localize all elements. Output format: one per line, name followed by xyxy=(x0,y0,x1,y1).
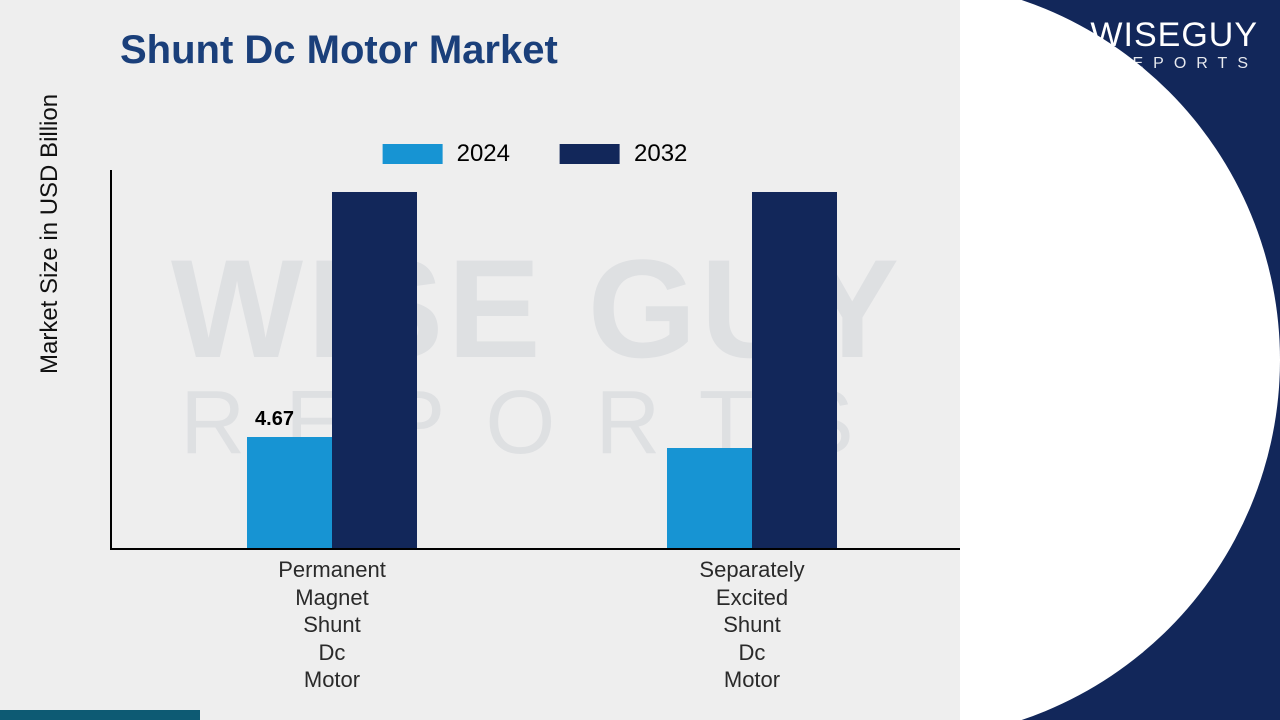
bar xyxy=(247,437,332,548)
legend-label: 2024 xyxy=(457,140,510,168)
legend-swatch xyxy=(560,144,620,164)
legend-label: 2032 xyxy=(634,140,687,168)
bar-group: 4.67PermanentMagnetShuntDcMotor xyxy=(232,192,432,548)
brand-line2: REPORTS xyxy=(1090,56,1258,72)
brand-word-2: GUY xyxy=(1181,16,1258,54)
bar-value-label: 4.67 xyxy=(255,408,294,431)
y-axis-label: Market Size in USD Billion xyxy=(36,94,64,374)
bar xyxy=(752,192,837,548)
chart-legend: 2024 2032 xyxy=(383,140,688,168)
brand-word-1: WISE xyxy=(1090,16,1181,54)
chart-area: 2024 2032 WISE GUY REPORTS 4.67PermanentM… xyxy=(110,140,960,680)
page-root: WISEGUY REPORTS Shunt Dc Motor Market Ma… xyxy=(0,0,1280,720)
legend-item: 2024 xyxy=(383,140,510,168)
brand-logo: WISEGUY REPORTS xyxy=(1090,18,1258,72)
bar xyxy=(667,448,752,548)
bar xyxy=(332,192,417,548)
chart-plot: WISE GUY REPORTS 4.67PermanentMagnetShun… xyxy=(110,170,960,550)
right-brand-panel: WISEGUY REPORTS xyxy=(960,0,1280,720)
bottom-accent-bar xyxy=(0,710,200,720)
x-axis-category-label: SeparatelyExcitedShuntDcMotor xyxy=(672,556,832,694)
page-title: Shunt Dc Motor Market xyxy=(120,28,558,73)
x-axis-category-label: PermanentMagnetShuntDcMotor xyxy=(252,556,412,694)
panel-background xyxy=(960,0,1280,720)
brand-line1: WISEGUY xyxy=(1090,18,1258,52)
legend-item: 2032 xyxy=(560,140,687,168)
bar-group: SeparatelyExcitedShuntDcMotor xyxy=(652,192,852,548)
legend-swatch xyxy=(383,144,443,164)
watermark: WISE GUY REPORTS xyxy=(72,200,1002,520)
